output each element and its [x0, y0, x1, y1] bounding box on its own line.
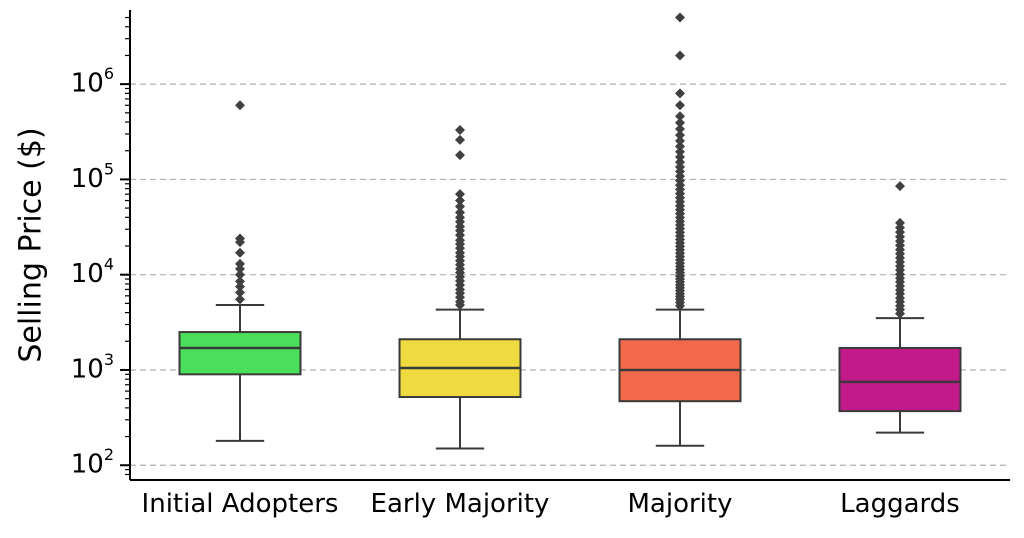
x-tick-label: Laggards: [840, 489, 960, 519]
chart-svg: 102103104105106Selling Price ($)Initial …: [0, 0, 1024, 538]
x-tick-label: Initial Adopters: [142, 489, 339, 519]
x-tick-label: Early Majority: [371, 489, 550, 519]
boxplot-chart: 102103104105106Selling Price ($)Initial …: [0, 0, 1024, 538]
x-tick-label: Majority: [628, 489, 733, 519]
y-axis-label: Selling Price ($): [14, 127, 49, 362]
